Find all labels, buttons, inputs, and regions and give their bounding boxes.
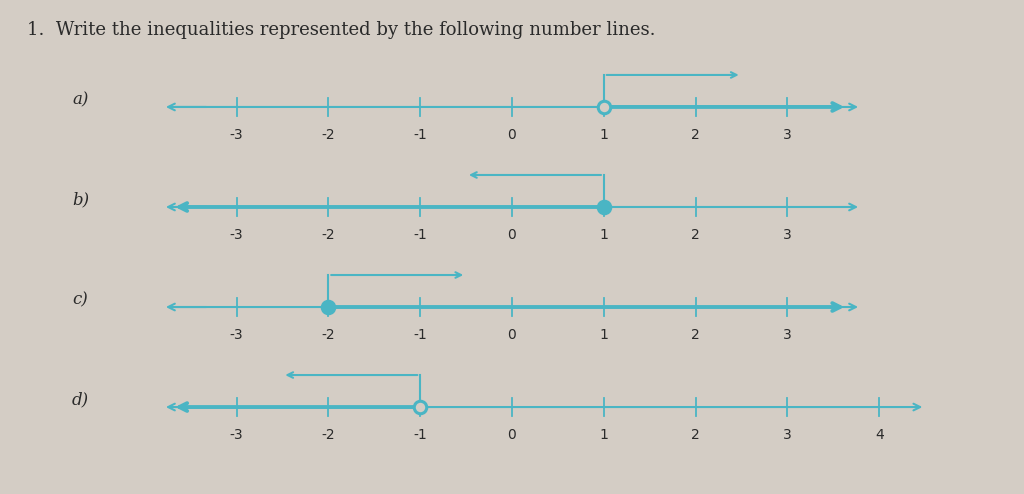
Text: -1: -1	[414, 329, 427, 342]
Text: 0: 0	[508, 228, 516, 243]
Text: -1: -1	[414, 128, 427, 142]
Text: 1: 1	[599, 329, 608, 342]
Text: -2: -2	[322, 128, 335, 142]
Text: 0: 0	[508, 128, 516, 142]
Text: 4: 4	[874, 428, 884, 442]
Text: -2: -2	[322, 428, 335, 442]
Text: -1: -1	[414, 228, 427, 243]
Text: 2: 2	[691, 228, 700, 243]
Text: 1: 1	[599, 228, 608, 243]
Text: -2: -2	[322, 228, 335, 243]
Text: 1: 1	[599, 428, 608, 442]
Text: c): c)	[73, 292, 88, 309]
Text: 3: 3	[783, 428, 792, 442]
Text: 3: 3	[783, 329, 792, 342]
Text: -1: -1	[414, 428, 427, 442]
Text: a): a)	[73, 92, 89, 109]
Text: 1.  Write the inequalities represented by the following number lines.: 1. Write the inequalities represented by…	[28, 21, 655, 40]
Text: 0: 0	[508, 329, 516, 342]
Text: b): b)	[72, 192, 89, 209]
Text: 2: 2	[691, 329, 700, 342]
Text: -3: -3	[229, 329, 244, 342]
Text: 3: 3	[783, 228, 792, 243]
Text: 2: 2	[691, 128, 700, 142]
Text: 3: 3	[783, 128, 792, 142]
Text: -3: -3	[229, 128, 244, 142]
Text: 1: 1	[599, 128, 608, 142]
Text: -3: -3	[229, 228, 244, 243]
Text: 2: 2	[691, 428, 700, 442]
Text: -3: -3	[229, 428, 244, 442]
Text: -2: -2	[322, 329, 335, 342]
Text: d): d)	[72, 392, 89, 409]
Text: 0: 0	[508, 428, 516, 442]
